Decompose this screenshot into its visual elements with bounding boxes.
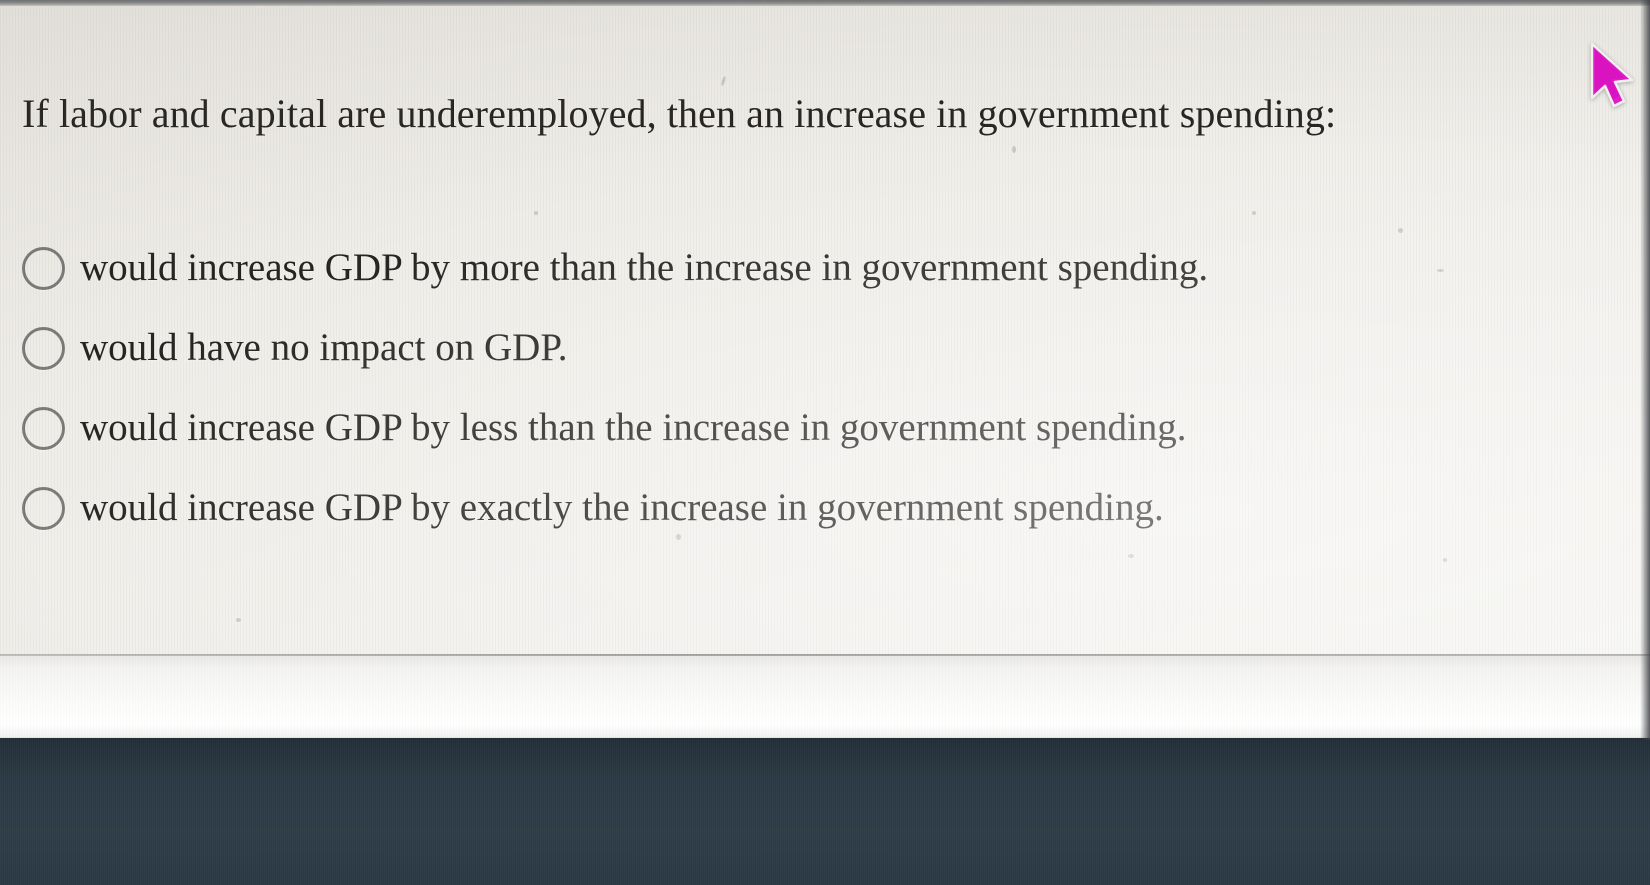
answer-option-label-1: would increase GDP by more than the incr…	[80, 245, 1209, 289]
dark-lower-band	[0, 738, 1650, 885]
radio-button-icon-2[interactable]	[22, 326, 65, 370]
arrow-pointer-icon	[1590, 42, 1634, 108]
screen-right-edge	[1640, 0, 1650, 740]
dust-speck	[676, 534, 681, 540]
answer-option-2[interactable]: would have no impact on GDP.	[22, 308, 1422, 388]
answer-option-3[interactable]: would increase GDP by less than the incr…	[22, 388, 1422, 468]
answer-options-list: would increase GDP by more than the incr…	[22, 228, 1422, 548]
answer-option-4[interactable]: would increase GDP by exactly the increa…	[22, 468, 1422, 548]
bezel-texture	[0, 654, 1650, 740]
answer-option-1[interactable]: would increase GDP by more than the incr…	[22, 228, 1422, 308]
dust-speck	[1443, 558, 1447, 562]
dust-speck	[1398, 228, 1403, 233]
dust-speck	[1012, 146, 1016, 153]
answer-option-label-4: would increase GDP by exactly the increa…	[80, 485, 1164, 529]
dark-band-grain	[0, 738, 1650, 885]
dust-speck	[1252, 211, 1256, 215]
answer-option-label-3: would increase GDP by less than the incr…	[80, 405, 1187, 449]
question-text: If labor and capital are underemployed, …	[22, 91, 1337, 136]
question-content-area: If labor and capital are underemployed, …	[0, 6, 1650, 656]
radio-button-icon-3[interactable]	[22, 406, 65, 450]
dust-speck	[236, 618, 241, 622]
dust-speck	[720, 75, 727, 87]
radio-button-icon-4[interactable]	[22, 486, 65, 530]
dust-speck	[534, 211, 538, 215]
answer-option-label-2: would have no impact on GDP.	[80, 325, 568, 369]
radio-button-icon-1[interactable]	[22, 246, 65, 290]
dust-speck	[1128, 554, 1134, 558]
screen-bezel-band	[0, 654, 1650, 740]
dust-speck	[1437, 269, 1444, 272]
screen-top-edge	[0, 0, 1650, 7]
mouse-cursor	[1586, 42, 1638, 110]
bezel-hairline	[0, 654, 1650, 656]
